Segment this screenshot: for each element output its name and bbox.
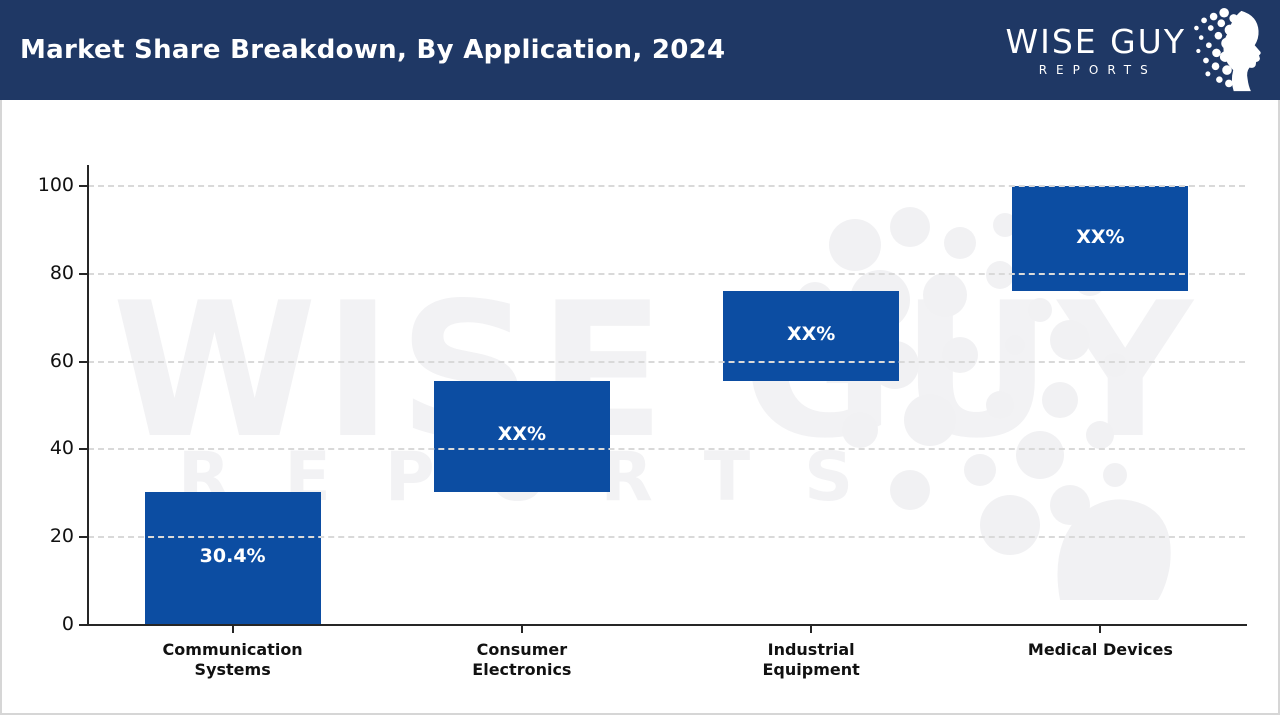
gridline-40 — [88, 448, 1245, 451]
y-tick-label: 80 — [49, 261, 74, 284]
frame-border-left — [0, 100, 2, 714]
dotted-head-logo-icon — [1194, 7, 1261, 92]
bar-value-label: XX% — [786, 323, 836, 346]
wiseguy-logo: WISE GUY REPORTS — [1005, 7, 1266, 93]
y-tick-mark — [79, 448, 87, 451]
y-tick-label: 60 — [49, 349, 74, 372]
x-category-label: Consumer Electronics — [472, 640, 572, 679]
bar-value-label: XX% — [497, 423, 547, 446]
bar-industrial-equipment — [723, 291, 900, 382]
y-tick-mark — [79, 624, 87, 626]
header: Market Share Breakdown, By Application, … — [0, 0, 1280, 100]
logo-wordmark: WISE GUY REPORTS — [1005, 25, 1186, 76]
logo-subtext: REPORTS — [1038, 62, 1157, 77]
x-tick-mark — [1099, 626, 1102, 633]
x-tick-mark — [810, 626, 813, 633]
y-tick-mark — [79, 185, 87, 187]
y-tick-label: 20 — [49, 525, 74, 548]
x-category-label: Communication Systems — [162, 640, 303, 679]
x-category-label: Industrial Equipment — [762, 640, 860, 679]
page-title: Market Share Breakdown, By Application, … — [20, 35, 726, 65]
y-tick-mark — [79, 360, 87, 363]
bar-communication-systems — [144, 491, 321, 625]
gridline-60 — [88, 360, 1245, 363]
bar-value-label: 30.4% — [199, 545, 266, 568]
y-tick-mark — [79, 272, 87, 275]
x-tick-mark — [520, 626, 523, 633]
y-tick-label: 40 — [49, 437, 74, 460]
x-axis-line — [87, 624, 1247, 626]
watermark-wordmark: WISE GUY — [112, 262, 1199, 479]
logo-word: WISE GUY — [1005, 21, 1186, 61]
frame-border-bottom — [0, 713, 1280, 715]
gridline-20 — [88, 536, 1245, 539]
gridline-100 — [88, 185, 1245, 187]
gridline-80 — [88, 272, 1245, 275]
y-tick-label: 0 — [61, 613, 74, 635]
bar-value-label: XX% — [1076, 225, 1125, 248]
x-category-label: Medical Devices — [1027, 640, 1173, 659]
frame-border-right — [1278, 100, 1280, 714]
bar-consumer-electronics — [433, 381, 610, 492]
x-tick-mark — [231, 626, 234, 633]
y-axis-line — [87, 165, 89, 625]
y-tick-label: 100 — [37, 174, 74, 196]
y-tick-mark — [79, 536, 87, 539]
